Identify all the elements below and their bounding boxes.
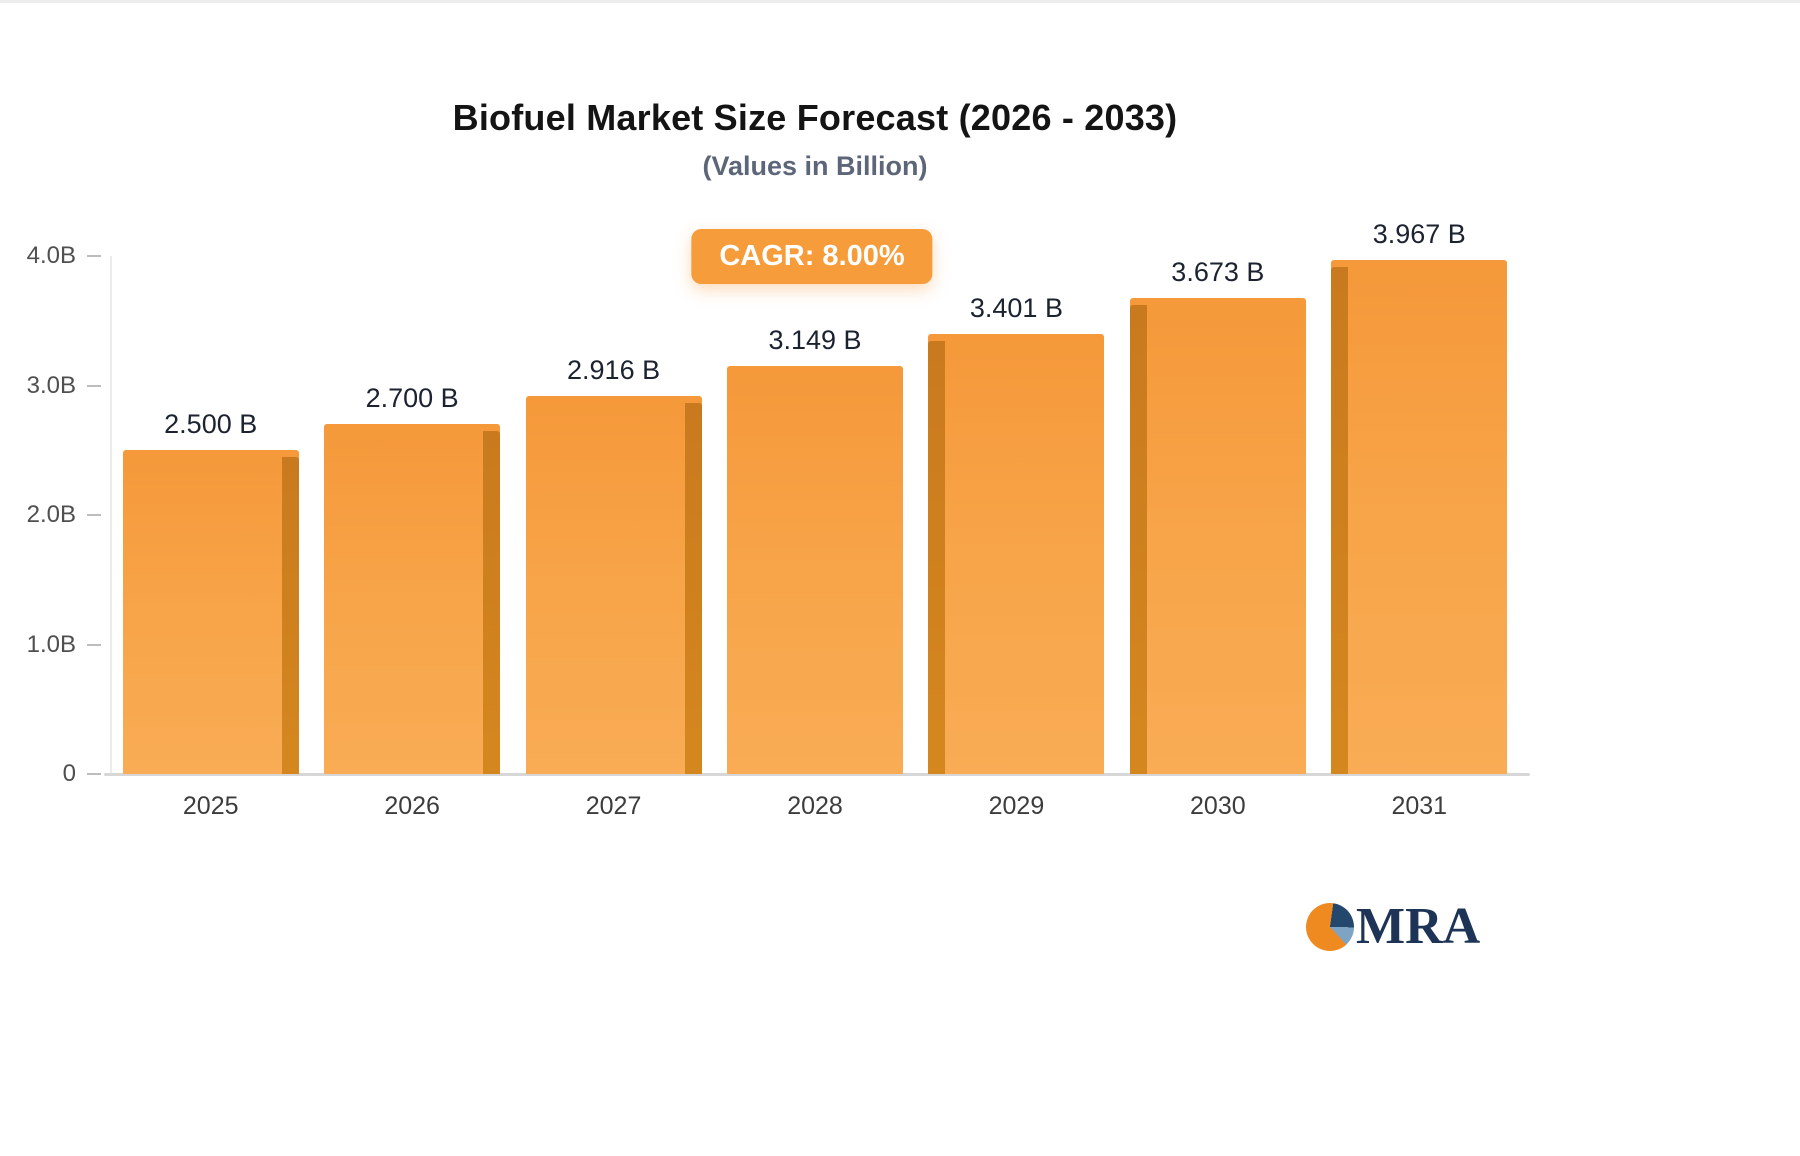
x-axis-label: 2025 (182, 792, 239, 820)
bar-side-shade (1331, 267, 1349, 774)
bar-face (727, 366, 903, 774)
y-tick-mark (87, 773, 101, 775)
y-tick-mark (87, 643, 101, 646)
y-tick-mark (87, 255, 101, 257)
x-axis-line (104, 773, 1530, 776)
bar-2028: 3.149 B (727, 325, 903, 774)
x-axis-label: 2031 (1391, 792, 1448, 820)
x-axis-label: 2030 (1190, 792, 1246, 820)
bar-value-label: 3.401 B (969, 292, 1063, 323)
bar-side-shade (483, 431, 501, 774)
y-tick-label: 0 (62, 760, 76, 787)
bar-side-shade (281, 457, 299, 774)
y-tick-mark (87, 514, 101, 516)
mra-logo-pie-icon (1306, 903, 1354, 951)
x-axis-label: 2028 (787, 792, 843, 820)
bar-2026: 2.700 B (324, 383, 501, 774)
bar-side-shade (684, 403, 702, 774)
y-tick-label: 2.0B (26, 501, 76, 528)
bar-value-label: 2.916 B (567, 355, 661, 386)
bar-2030: 3.673 B (1129, 257, 1306, 774)
plot-area: 4.0B 3.0B 2.0B 1.0B 0 2025 2.500 B 2026 2.700 B 2… (27, 219, 1530, 820)
y-tick-mark (87, 384, 101, 387)
bar-face (928, 333, 1105, 774)
x-axis-label: 2029 (988, 792, 1045, 820)
bar-face (525, 396, 702, 774)
bar-2031: 3.967 B (1331, 219, 1508, 774)
bar-side-shade (1129, 305, 1147, 774)
bar-side-shade (928, 340, 946, 774)
bar-value-label: 3.149 B (768, 325, 862, 356)
y-tick-label: 3.0B (26, 371, 76, 399)
bar-2027: 2.916 B (525, 355, 702, 774)
mra-logo-text: MRA (1356, 898, 1481, 955)
y-tick-label: 1.0B (26, 630, 76, 658)
bar-face (122, 450, 299, 774)
y-tick-label: 4.0B (26, 242, 76, 269)
bar-value-label: 3.967 B (1372, 219, 1466, 250)
bar-value-label: 3.673 B (1171, 257, 1265, 288)
x-axis-label: 2026 (384, 792, 440, 820)
chart-title: Biofuel Market Size Forecast (2026 - 203… (452, 97, 1178, 138)
bar-value-label: 2.500 B (164, 409, 258, 440)
y-axis-line (110, 256, 112, 774)
chart-subtitle: (Values in Billion) (702, 151, 928, 181)
bar-2029: 3.401 B (928, 293, 1105, 774)
bar-2025: 2.500 B (122, 409, 299, 774)
bar-face (1129, 298, 1306, 774)
bar-face (324, 424, 501, 774)
bar-face (1331, 260, 1508, 774)
mra-logo: MRA (1306, 901, 1480, 953)
bar-value-label: 2.700 B (365, 383, 459, 414)
cagr-badge: CAGR: 8.00% (691, 229, 933, 284)
x-axis-label: 2027 (585, 792, 642, 820)
